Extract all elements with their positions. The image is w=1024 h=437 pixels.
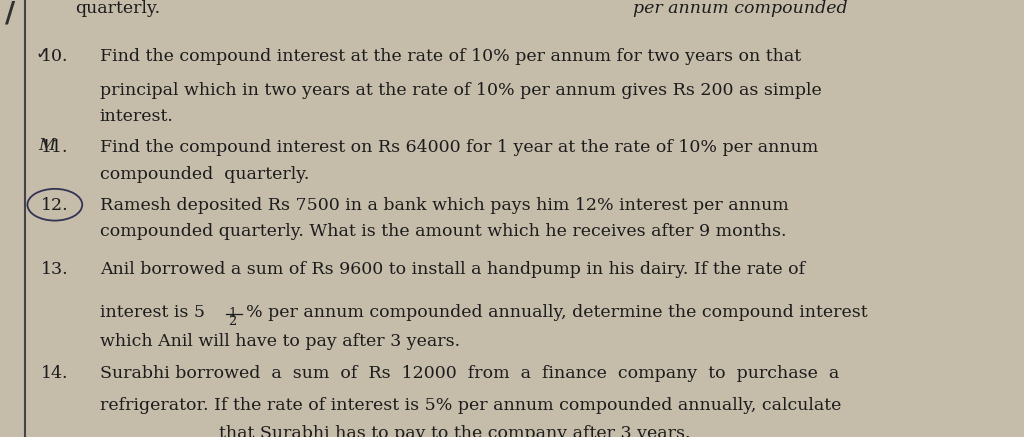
Text: ✓: ✓	[36, 45, 50, 63]
Text: refrigerator. If the rate of interest is 5% per annum compounded annually, calcu: refrigerator. If the rate of interest is…	[99, 397, 841, 414]
Text: interest.: interest.	[99, 108, 173, 125]
Text: Surabhi borrowed  a  sum  of  Rs  12000  from  a  finance  company  to  purchase: Surabhi borrowed a sum of Rs 12000 from …	[99, 365, 839, 382]
Text: quarterly.: quarterly.	[75, 0, 160, 17]
Text: Ramesh deposited Rs 7500 in a bank which pays him 12% interest per annum: Ramesh deposited Rs 7500 in a bank which…	[99, 197, 788, 214]
Text: 10.: 10.	[41, 48, 69, 65]
Text: compounded quarterly. What is the amount which he receives after 9 months.: compounded quarterly. What is the amount…	[99, 223, 786, 240]
Text: 12.: 12.	[41, 197, 69, 214]
Text: % per annum compounded annually, determine the compound interest: % per annum compounded annually, determi…	[246, 304, 868, 321]
Text: 13.: 13.	[41, 260, 69, 277]
Text: principal which in two years at the rate of 10% per annum gives Rs 200 as simple: principal which in two years at the rate…	[99, 82, 821, 99]
Text: Anil borrowed a sum of Rs 9600 to install a handpump in his dairy. If the rate o: Anil borrowed a sum of Rs 9600 to instal…	[99, 260, 805, 277]
Text: that Surabhi has to pay to the company after 3 years.: that Surabhi has to pay to the company a…	[219, 425, 691, 437]
Text: 1: 1	[228, 306, 237, 319]
Text: 2: 2	[228, 316, 237, 329]
Text: /: /	[5, 0, 15, 28]
Text: which Anil will have to pay after 3 years.: which Anil will have to pay after 3 year…	[99, 333, 460, 350]
Text: 11.: 11.	[41, 139, 69, 156]
Text: 14.: 14.	[41, 365, 69, 382]
Text: Find the compound interest on Rs 64000 for 1 year at the rate of 10% per annum: Find the compound interest on Rs 64000 f…	[99, 139, 818, 156]
Text: compounded  quarterly.: compounded quarterly.	[99, 166, 309, 183]
Text: M: M	[38, 137, 55, 154]
Text: per annum compounded: per annum compounded	[633, 0, 848, 17]
Text: Find the compound interest at the rate of 10% per annum for two years on that: Find the compound interest at the rate o…	[99, 48, 801, 65]
Text: interest is 5: interest is 5	[99, 304, 205, 321]
